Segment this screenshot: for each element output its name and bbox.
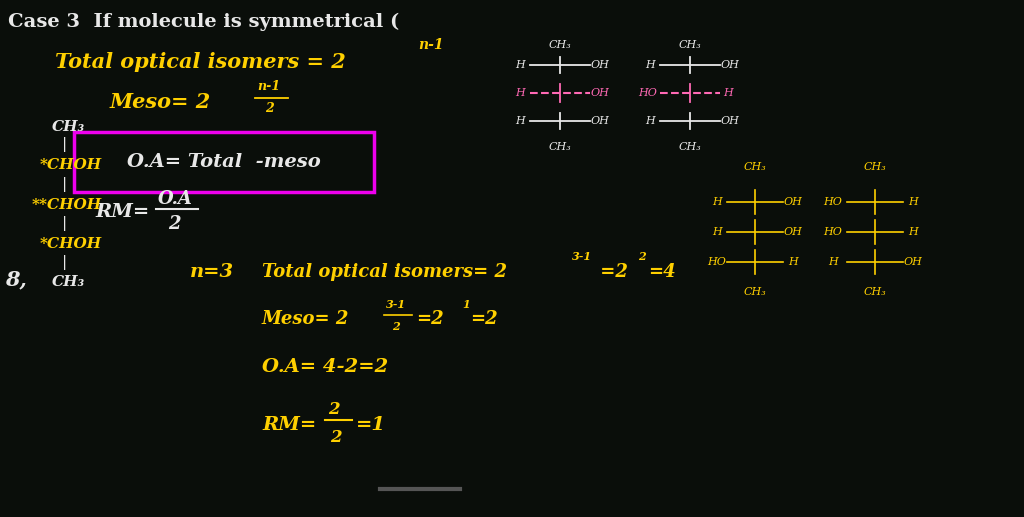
Text: |: |: [62, 255, 68, 270]
Text: *CHOH: *CHOH: [40, 158, 102, 172]
Text: CH₃: CH₃: [863, 287, 887, 297]
Text: *CHOH: *CHOH: [40, 237, 102, 251]
Text: 1: 1: [462, 299, 470, 311]
Text: H: H: [788, 257, 798, 267]
Text: CH₃: CH₃: [549, 142, 571, 152]
Text: H: H: [515, 88, 525, 98]
Text: CH₃: CH₃: [743, 162, 766, 172]
Text: HO: HO: [708, 257, 726, 267]
Text: CH₃: CH₃: [52, 120, 85, 134]
Text: **CHOH: **CHOH: [32, 198, 102, 212]
Text: =4: =4: [648, 263, 676, 281]
Text: OH: OH: [903, 257, 923, 267]
Text: CH₃: CH₃: [679, 40, 701, 50]
Text: OH: OH: [591, 88, 609, 98]
Text: Meso= 2: Meso= 2: [110, 92, 211, 112]
Text: 3-1: 3-1: [572, 251, 592, 263]
Text: O.A: O.A: [158, 190, 193, 208]
Text: H: H: [908, 197, 918, 207]
Text: n-1: n-1: [418, 38, 443, 52]
Text: n=3: n=3: [190, 263, 234, 281]
Text: HO: HO: [823, 197, 843, 207]
Text: 2: 2: [330, 429, 342, 446]
Text: H: H: [645, 60, 655, 70]
Text: HO: HO: [823, 227, 843, 237]
Text: RM=: RM=: [95, 203, 150, 221]
Text: 2: 2: [168, 215, 180, 233]
Text: 3-1: 3-1: [386, 299, 407, 311]
Text: =2: =2: [594, 263, 628, 281]
Text: RM=: RM=: [262, 416, 316, 434]
Text: =1: =1: [356, 416, 386, 434]
Text: 8,: 8,: [5, 269, 27, 289]
Text: OH: OH: [721, 116, 739, 126]
Text: H: H: [828, 257, 838, 267]
Text: =2: =2: [470, 310, 498, 328]
Text: H: H: [712, 227, 722, 237]
Text: OH: OH: [591, 116, 609, 126]
Text: |: |: [62, 217, 68, 232]
Text: |: |: [62, 177, 68, 192]
Text: n-1: n-1: [257, 81, 281, 94]
Text: O.A= Total  -meso: O.A= Total -meso: [127, 153, 321, 171]
Text: H: H: [645, 116, 655, 126]
Text: Total optical isomers= 2: Total optical isomers= 2: [262, 263, 507, 281]
Text: OH: OH: [721, 60, 739, 70]
Text: HO: HO: [639, 88, 657, 98]
Text: 2: 2: [638, 251, 646, 263]
Text: CH₃: CH₃: [679, 142, 701, 152]
Text: H: H: [712, 197, 722, 207]
Text: CH₃: CH₃: [863, 162, 887, 172]
Text: 2: 2: [265, 102, 273, 115]
Text: 2: 2: [392, 322, 399, 332]
Text: H: H: [515, 116, 525, 126]
Text: |: |: [62, 138, 68, 153]
Text: H: H: [723, 88, 733, 98]
Text: Total optical isomers = 2: Total optical isomers = 2: [55, 52, 346, 72]
Text: H: H: [908, 227, 918, 237]
Text: OH: OH: [783, 227, 803, 237]
Text: CH₃: CH₃: [549, 40, 571, 50]
Text: Case 3  If molecule is symmetrical (: Case 3 If molecule is symmetrical (: [8, 13, 399, 31]
Text: H: H: [515, 60, 525, 70]
Text: OH: OH: [783, 197, 803, 207]
Text: 2: 2: [328, 402, 340, 418]
Text: OH: OH: [591, 60, 609, 70]
Text: CH₃: CH₃: [743, 287, 766, 297]
Text: =2: =2: [416, 310, 443, 328]
Text: O.A= 4-2=2: O.A= 4-2=2: [262, 358, 388, 376]
Text: Meso= 2: Meso= 2: [262, 310, 349, 328]
Text: CH₃: CH₃: [52, 275, 85, 289]
